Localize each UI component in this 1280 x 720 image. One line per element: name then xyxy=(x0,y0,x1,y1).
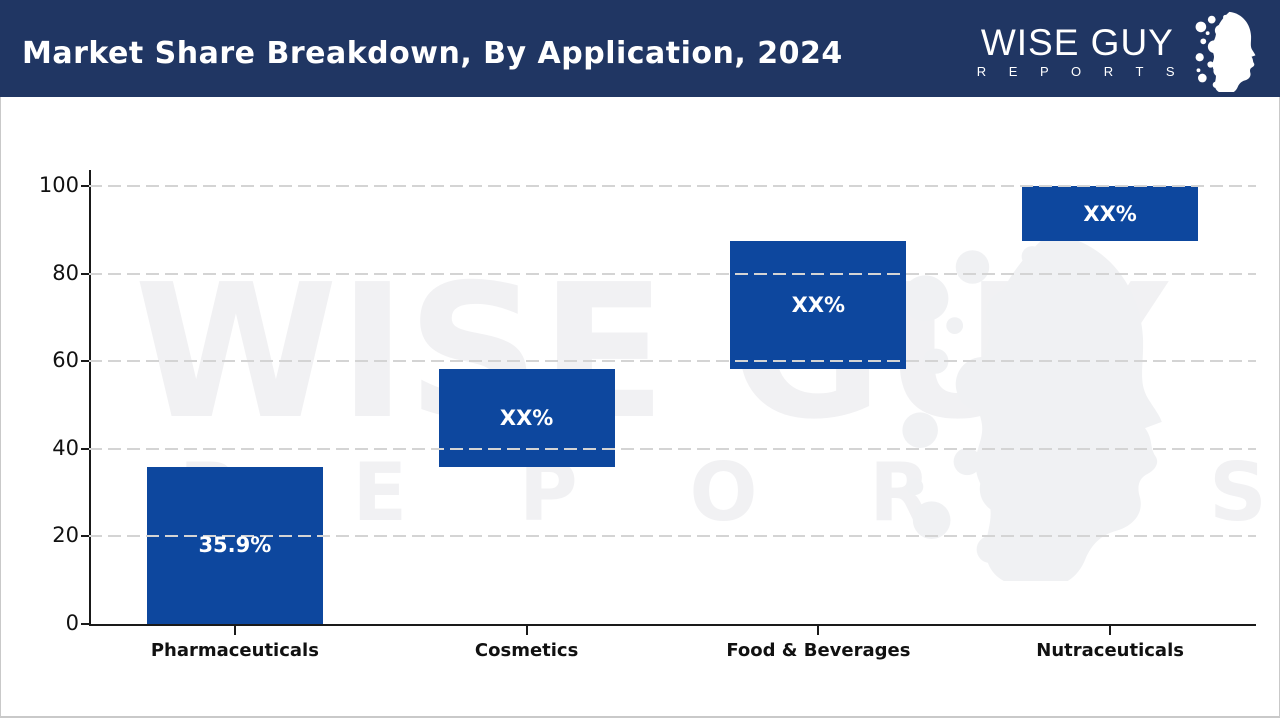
y-tick-label: 20 xyxy=(52,523,79,548)
gridline xyxy=(89,272,1256,275)
x-tick-mark xyxy=(525,626,528,635)
x-tick-mark xyxy=(233,626,236,635)
brand-subname: R E P O R T S xyxy=(976,63,1184,79)
header-bar: Market Share Breakdown, By Application, … xyxy=(0,0,1280,97)
category-label: Nutraceuticals xyxy=(1036,640,1184,661)
chart-title: Market Share Breakdown, By Application, … xyxy=(22,36,843,71)
x-axis-line xyxy=(89,624,1256,626)
watermark-head-icon xyxy=(902,233,1162,581)
bar-value-label: XX% xyxy=(499,405,554,430)
bar-value-label: XX% xyxy=(791,293,846,318)
bar-value-label: 35.9% xyxy=(198,533,272,558)
chart-area: WISE GUY R E P O R T S 0 20 40 60 80 100 35.9%… xyxy=(0,97,1280,718)
bar-segment xyxy=(730,241,907,370)
category-label: Pharmaceuticals xyxy=(150,640,319,661)
y-tick-label: 0 xyxy=(65,611,79,635)
gridline xyxy=(89,535,1256,538)
plot-region: 0 20 40 60 80 100 35.9% Pharmaceuticals XX% Cosme… xyxy=(1,97,1279,716)
y-axis-line xyxy=(89,170,91,626)
dotted-head-logo-icon xyxy=(1195,11,1256,92)
y-tick-mark xyxy=(81,535,89,538)
brand-name: WISE GUY xyxy=(980,22,1174,63)
category-label: Food & Beverages xyxy=(726,640,911,661)
y-tick-mark xyxy=(81,447,89,450)
y-tick-label: 100 xyxy=(38,173,79,197)
x-tick-mark xyxy=(1109,626,1112,635)
bar-segment xyxy=(146,466,323,624)
gridline xyxy=(89,360,1256,363)
category-label: Cosmetics xyxy=(474,640,579,661)
brand-logo: WISE GUY R E P O R T S xyxy=(977,8,1262,92)
y-tick-mark xyxy=(81,185,89,187)
y-tick-mark xyxy=(81,272,89,275)
y-tick-mark xyxy=(81,623,89,625)
y-tick-mark xyxy=(81,360,89,363)
gridline xyxy=(89,185,1256,187)
bar-segment xyxy=(1022,186,1199,242)
y-tick-label: 60 xyxy=(52,348,79,373)
x-tick-mark xyxy=(817,626,820,635)
brand-logo-text: WISE GUY R E P O R T S xyxy=(971,22,1184,79)
gridline xyxy=(89,447,1256,450)
y-tick-label: 40 xyxy=(52,435,79,460)
bar-segment xyxy=(438,369,615,467)
y-tick-label: 80 xyxy=(52,260,79,285)
bar-value-label: XX% xyxy=(1083,201,1137,226)
